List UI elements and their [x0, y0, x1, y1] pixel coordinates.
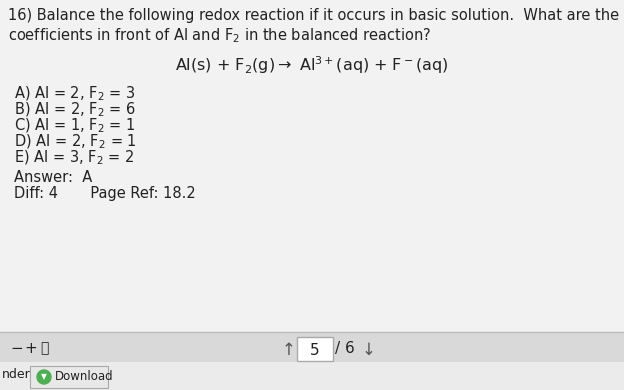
- Text: A) Al = 2, F$_2$ = 3: A) Al = 2, F$_2$ = 3: [14, 85, 135, 103]
- Text: coefficients in front of Al and F$_2$ in the balanced reaction?: coefficients in front of Al and F$_2$ in…: [8, 26, 431, 45]
- Text: ▼: ▼: [41, 372, 47, 381]
- Text: Diff: 4       Page Ref: 18.2: Diff: 4 Page Ref: 18.2: [14, 186, 196, 201]
- Text: Al(s) + F$_2$(g)$\rightarrow$ Al$^{3+}$(aq) + F$^-$(aq): Al(s) + F$_2$(g)$\rightarrow$ Al$^{3+}$(…: [175, 54, 449, 76]
- Text: ↓: ↓: [362, 341, 376, 359]
- Text: E) Al = 3, F$_2$ = 2: E) Al = 3, F$_2$ = 2: [14, 149, 135, 167]
- Circle shape: [37, 370, 51, 384]
- Text: B) Al = 2, F$_2$ = 6: B) Al = 2, F$_2$ = 6: [14, 101, 136, 119]
- Text: / 6: / 6: [335, 341, 355, 356]
- Text: Download: Download: [55, 369, 114, 383]
- Text: Answer:  A: Answer: A: [14, 170, 92, 185]
- Text: −: −: [10, 341, 22, 356]
- Text: ⧖: ⧖: [40, 341, 49, 355]
- Text: C) Al = 1, F$_2$ = 1: C) Al = 1, F$_2$ = 1: [14, 117, 136, 135]
- Text: 5: 5: [310, 343, 320, 358]
- Text: ↑: ↑: [282, 341, 296, 359]
- Text: +: +: [24, 341, 37, 356]
- FancyBboxPatch shape: [30, 366, 108, 388]
- Text: nder: nder: [2, 368, 31, 381]
- FancyBboxPatch shape: [0, 332, 624, 362]
- FancyBboxPatch shape: [297, 337, 333, 361]
- Text: 16) Balance the following redox reaction if it occurs in basic solution.  What a: 16) Balance the following redox reaction…: [8, 8, 619, 23]
- Text: D) Al = 2, F$_2$ = 1: D) Al = 2, F$_2$ = 1: [14, 133, 137, 151]
- FancyBboxPatch shape: [0, 362, 624, 390]
- FancyBboxPatch shape: [0, 0, 624, 332]
